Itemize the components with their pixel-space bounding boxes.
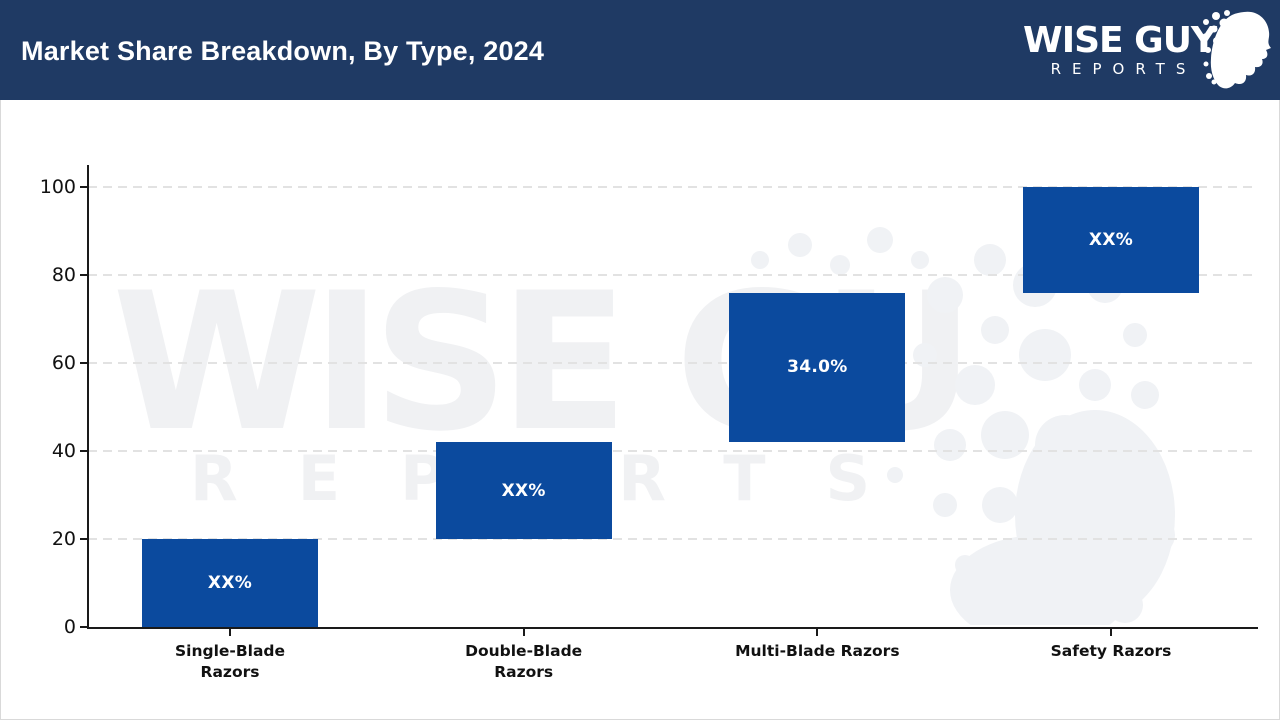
- logo-text: WISE GUY REPORTS: [1022, 20, 1217, 78]
- x-category-label-double-blade-razors: Double-Blade Razors: [465, 642, 583, 681]
- y-tick-0: [80, 626, 87, 628]
- bar-value-label: XX%: [501, 480, 546, 501]
- bar-multi-blade-razors: 34.0%: [729, 292, 906, 443]
- x-tick-double-blade-razors: [522, 629, 525, 636]
- bar-value-label: XX%: [207, 573, 253, 593]
- bar-value-label: 34.0%: [787, 357, 848, 378]
- y-tick-40: [80, 450, 87, 452]
- x-tick-single-blade-razors: [229, 629, 231, 636]
- bar-value-label: XX%: [1088, 229, 1134, 250]
- header-banner: Market Share Breakdown, By Type, 2024 WI…: [0, 0, 1280, 100]
- y-tick-20: [80, 538, 87, 540]
- logo-sub-text: REPORTS: [1050, 60, 1197, 78]
- x-category-label-safety-razors: Safety Razors: [1050, 642, 1172, 660]
- logo-brand-text: WISE GUY: [1022, 20, 1217, 61]
- y-tick-60: [80, 362, 87, 364]
- gridline-y-60: [88, 362, 1258, 364]
- x-category-label-single-blade-razors: Single-Blade Razors: [174, 642, 286, 681]
- gridline-y-100: [88, 186, 1258, 188]
- gridline-y-20: [88, 538, 1258, 540]
- y-axis-spine: [87, 165, 89, 629]
- y-tick-100: [80, 186, 87, 188]
- y-tick-label-80: 80: [51, 264, 76, 286]
- bar-single-blade-razors: XX%: [142, 539, 318, 627]
- bar-safety-razors: XX%: [1023, 187, 1199, 293]
- chart-title: Market Share Breakdown, By Type, 2024: [21, 36, 545, 66]
- y-tick-label-0: 0: [63, 616, 76, 638]
- dotted-head-icon: [1202, 10, 1271, 89]
- bar-double-blade-razors: XX%: [435, 442, 612, 539]
- y-tick-label-60: 60: [51, 352, 76, 374]
- x-tick-safety-razors: [1110, 629, 1112, 636]
- wise-guy-reports-logo: WISE GUY REPORTS: [1023, 6, 1274, 96]
- x-category-label-multi-blade-razors: Multi-Blade Razors: [735, 642, 900, 660]
- y-tick-label-100: 100: [39, 176, 76, 198]
- y-tick-label-40: 40: [51, 440, 76, 462]
- gridline-y-40: [88, 450, 1258, 452]
- y-tick-label-20: 20: [51, 528, 76, 550]
- x-axis-spine: [87, 627, 1258, 629]
- x-tick-multi-blade-razors: [816, 629, 819, 636]
- gridline-y-80: [88, 274, 1258, 276]
- y-tick-80: [80, 274, 87, 276]
